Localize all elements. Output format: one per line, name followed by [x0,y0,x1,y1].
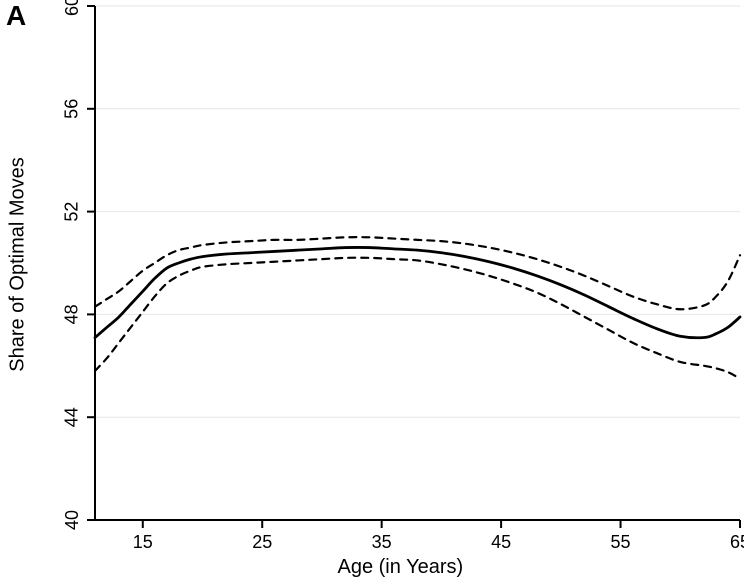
x-tick-label: 25 [252,532,272,552]
y-tick-label: 52 [62,202,82,222]
chart-svg: 40 44 48 52 56 60 15 25 35 45 55 65 [0,0,744,558]
y-axis-label: Share of Optimal Moves [7,155,30,375]
x-axis-label: Age (in Years) [338,556,464,579]
y-tick-label: 48 [62,304,82,324]
y-tick-label: 56 [62,99,82,119]
x-tick-label: 65 [730,532,744,552]
chart-panel-a: A 404448525660152535455565 Share of Opti… [0,0,744,558]
x-tick-label: 45 [491,532,511,552]
series-lower_ci [95,258,740,379]
series-upper_ci [95,237,740,309]
y-tick-label: 44 [62,407,82,427]
x-tick-label: 15 [133,532,153,552]
y-tick-label: 60 [62,0,82,16]
x-tick-label: 35 [372,532,392,552]
x-tick-label: 55 [611,532,631,552]
y-tick-label: 40 [62,510,82,530]
